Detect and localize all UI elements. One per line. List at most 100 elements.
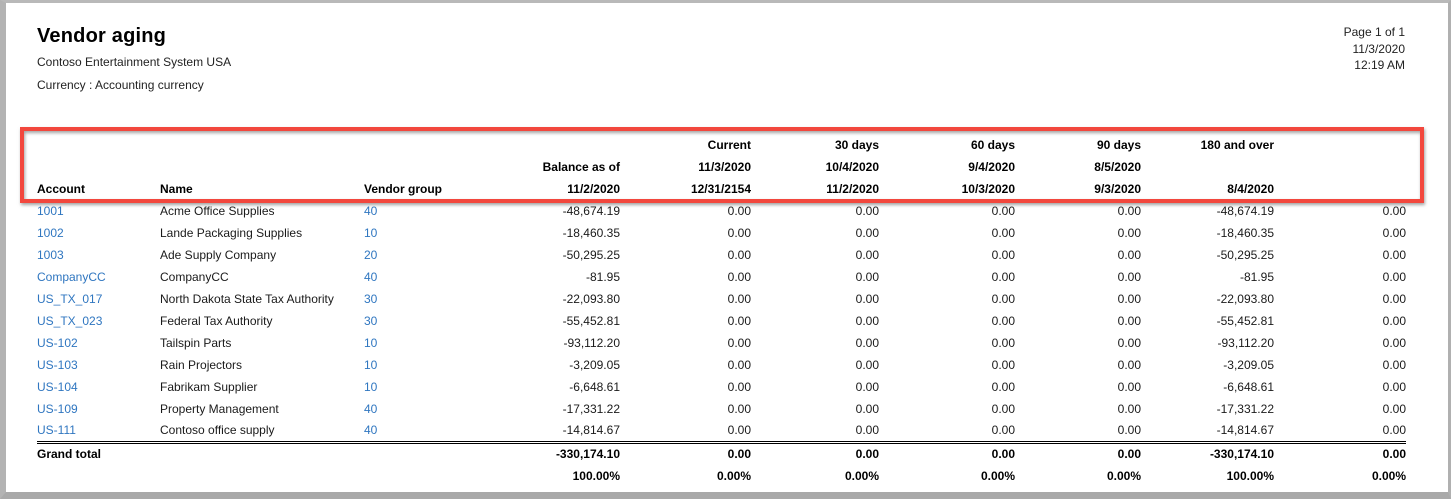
header-60-days: 10/3/2020	[879, 178, 1015, 201]
header-name	[160, 156, 364, 178]
cell-vendor-group: 40	[364, 266, 464, 288]
cell-account: CompanyCC	[37, 266, 160, 288]
cell-90-days: 0.00	[1117, 270, 1141, 284]
cell-name: Lande Packaging Supplies	[160, 226, 303, 240]
cell-vendor-group: 40	[364, 200, 464, 222]
table-row: 1002 Lande Packaging Supplies 10 -18,460.35…	[37, 222, 1406, 244]
table-row: US-104 Fabrikam Supplier 10 -6,648.61 0.00 0.…	[37, 376, 1406, 398]
header-60-days: 9/4/2020	[968, 160, 1015, 174]
vendor-group-link[interactable]: 40	[364, 270, 378, 284]
header-account: Account	[37, 178, 160, 201]
table-row: US_TX_017 North Dakota State Tax Authorit…	[37, 288, 1406, 310]
cell-account: US-111	[37, 420, 160, 442]
account-link[interactable]: US-103	[37, 358, 78, 372]
header-account	[37, 134, 160, 156]
page-title: Vendor aging	[37, 25, 167, 47]
cell-90-days: 0.00	[1117, 402, 1141, 416]
cell-60-days: 0.00	[991, 380, 1015, 394]
account-link[interactable]: US_TX_017	[37, 292, 103, 306]
vendor-group-link[interactable]: 10	[364, 336, 378, 350]
cell-60-days: 0.00	[991, 248, 1015, 262]
cell-180-and-over: -14,814.67	[1216, 423, 1274, 438]
page-number: Page 1 of 1	[1343, 25, 1405, 39]
cell-current: 0.00	[727, 204, 751, 219]
cell-vendor-group: 40	[364, 398, 464, 420]
vendor-group-link[interactable]: 40	[364, 204, 378, 219]
header-name	[160, 134, 364, 156]
account-link[interactable]: 1003	[37, 248, 64, 262]
cell-30-days: 0.00	[855, 204, 879, 219]
cell-60-days: 0.00	[991, 358, 1015, 372]
cell-vendor-group: 30	[364, 288, 464, 310]
cell-current: 0.00	[727, 423, 751, 438]
table-body: 1001 Acme Office Supplies 40 -48,674.19 0.00…	[37, 200, 1406, 487]
header-60-days: 60 days	[970, 138, 1015, 152]
cell-vendor-group: 10	[364, 222, 464, 244]
cell-extra: 0.00	[1382, 248, 1406, 262]
vendor-group-link[interactable]: 30	[364, 314, 378, 328]
cell-balance: -18,460.35	[562, 226, 620, 240]
header-90-days: 90 days	[1096, 138, 1141, 152]
cell-90-days: 0.00	[1117, 380, 1141, 394]
cell-30-days: 0.00	[855, 226, 879, 240]
header-balance: 11/2/2020	[464, 178, 620, 201]
cell-current: 0.00	[727, 336, 751, 350]
cell-30-days: 0.00	[751, 440, 879, 465]
vendor-group-link[interactable]: 30	[364, 292, 378, 306]
header-current: Current	[707, 138, 751, 152]
cell-180-and-over: 100.00%	[1226, 469, 1274, 483]
cell-vendor-group	[364, 440, 464, 465]
vendor-aging-table: Current 30 days 60 days 90 days 180 and over…	[37, 134, 1406, 487]
cell-extra: 0.00	[1274, 440, 1406, 465]
percent-row: 100.00% 0.00% 0.00% 0.00% 0.00% 100.00% 0.00%	[37, 465, 1406, 487]
cell-180-and-over: -330,174.10	[1141, 440, 1274, 465]
account-link[interactable]: 1001	[37, 204, 64, 219]
cell-vendor-group: 10	[364, 376, 464, 398]
cell-90-days: 0.00	[1117, 423, 1141, 438]
header-extra	[1274, 156, 1406, 178]
cell-30-days: 0.00	[855, 292, 879, 306]
cell-extra: 0.00	[1382, 226, 1406, 240]
cell-vendor-group: 20	[364, 244, 464, 266]
cell-account: US-102	[37, 332, 160, 354]
cell-extra: 0.00	[1382, 204, 1406, 219]
table-row: US-109 Property Management 40 -17,331.22 0.0…	[37, 398, 1406, 420]
cell-180-and-over: -55,452.81	[1216, 314, 1274, 328]
account-link[interactable]: US-102	[37, 336, 78, 350]
account-link[interactable]: 1002	[37, 226, 64, 240]
cell-account: 1003	[37, 244, 160, 266]
cell-name	[160, 440, 364, 465]
cell-name: Acme Office Supplies	[160, 204, 275, 219]
account-link[interactable]: US-104	[37, 380, 78, 394]
cell-current: 0.00	[727, 270, 751, 284]
cell-180-and-over: -18,460.35	[1216, 226, 1274, 240]
table-header-row: Current 30 days 60 days 90 days 180 and over	[37, 134, 1406, 156]
vendor-group-link[interactable]: 10	[364, 380, 378, 394]
vendor-group-link[interactable]: 10	[364, 358, 378, 372]
table-header: Current 30 days 60 days 90 days 180 and over…	[37, 134, 1406, 201]
table-row: US-111 Contoso office supply 40 -14,814.67 0…	[37, 420, 1406, 442]
cell-90-days: 0.00	[1117, 204, 1141, 219]
account-link[interactable]: CompanyCC	[37, 270, 106, 284]
account-link[interactable]: US_TX_023	[37, 314, 103, 328]
cell-90-days: 0.00	[1117, 226, 1141, 240]
vendor-group-link[interactable]: 10	[364, 226, 378, 240]
cell-30-days: 0.00	[855, 380, 879, 394]
cell-balance: -48,674.19	[562, 204, 620, 219]
header-30-days: 30 days	[834, 138, 879, 152]
cell-account	[37, 465, 160, 487]
account-link[interactable]: US-109	[37, 402, 78, 416]
cell-balance: -6,648.61	[569, 380, 620, 394]
cell-account: US-104	[37, 376, 160, 398]
cell-name	[160, 465, 364, 487]
cell-balance: -330,174.10	[464, 440, 620, 465]
cell-90-days: 0.00	[1117, 358, 1141, 372]
cell-30-days: 0.00	[855, 336, 879, 350]
cell-name: Rain Projectors	[160, 358, 243, 372]
account-link[interactable]: US-111	[37, 423, 76, 438]
cell-name: Ade Supply Company	[160, 248, 277, 262]
header-vendor-group	[364, 134, 464, 156]
vendor-group-link[interactable]: 20	[364, 248, 378, 262]
vendor-group-link[interactable]: 40	[364, 402, 378, 416]
vendor-group-link[interactable]: 40	[364, 423, 378, 438]
